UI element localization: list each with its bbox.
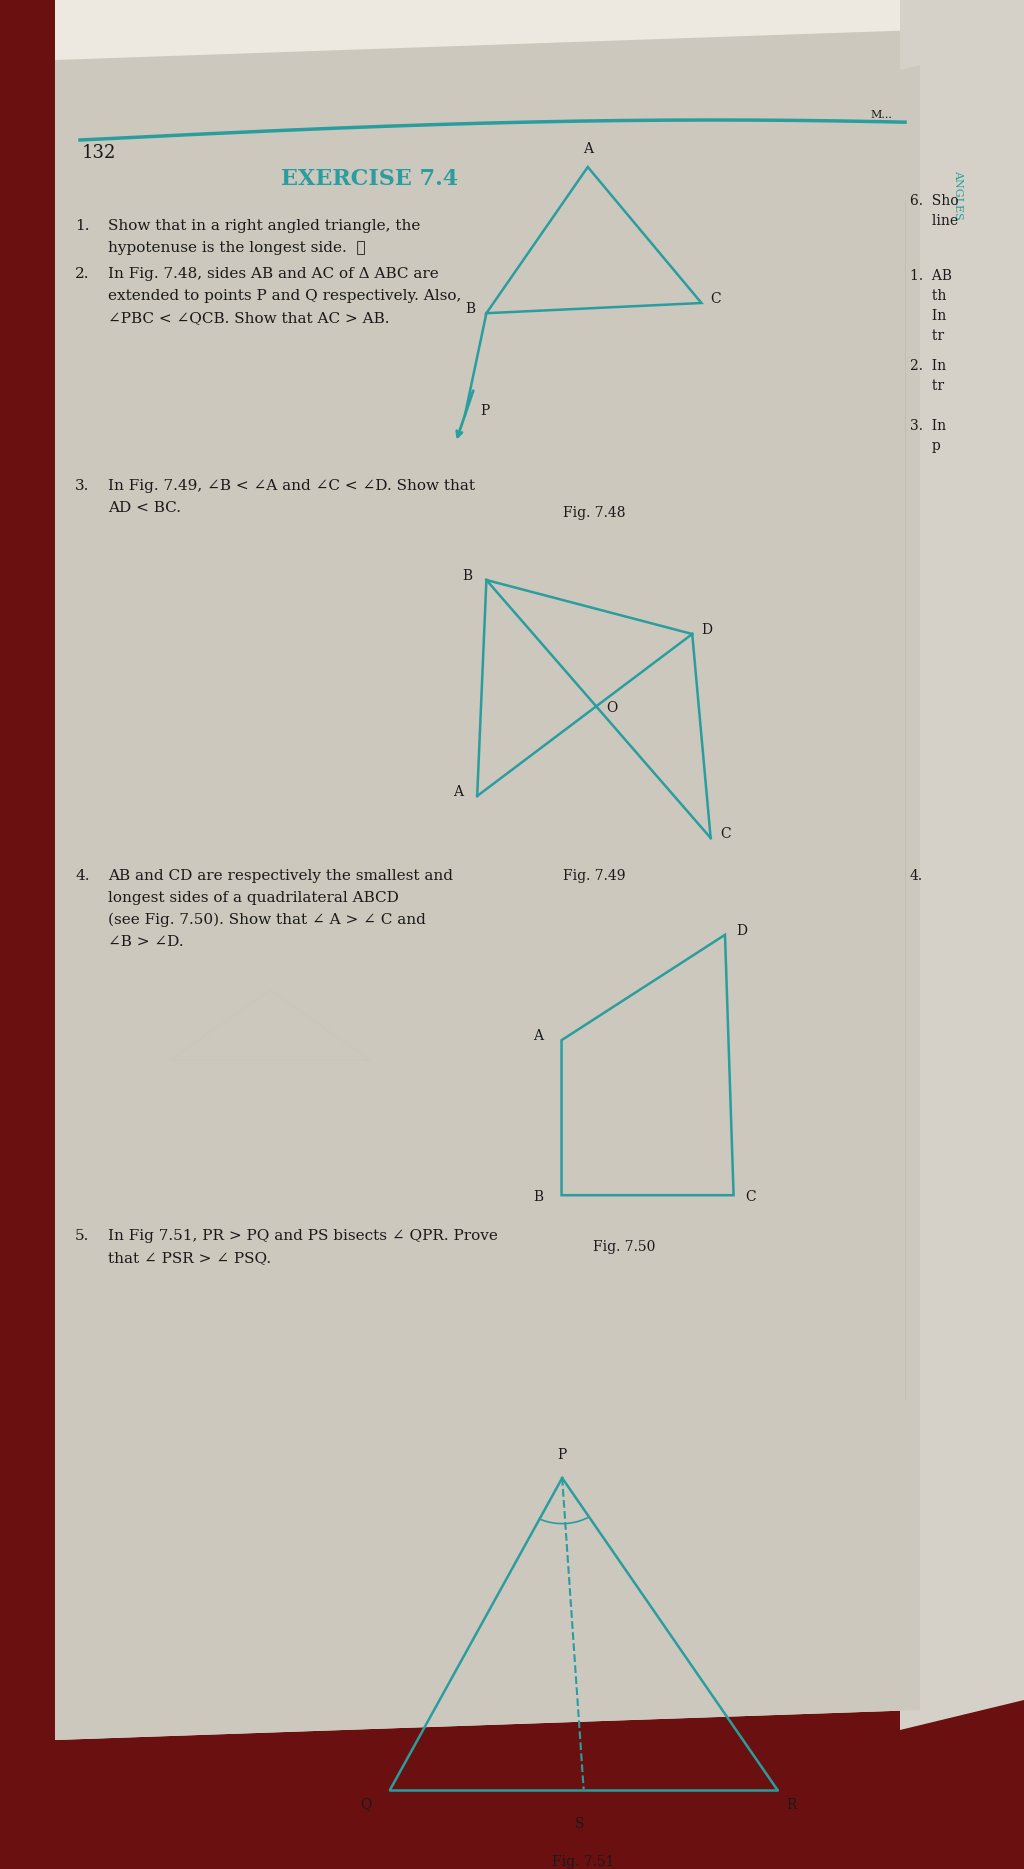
Text: O: O (606, 701, 617, 716)
Text: P: P (480, 404, 489, 419)
Text: Fig. 7.48: Fig. 7.48 (562, 506, 626, 520)
Text: A: A (583, 142, 593, 157)
Text: In Fig 7.51, PR > PQ and PS bisects ∠ QPR. Prove: In Fig 7.51, PR > PQ and PS bisects ∠ QP… (108, 1230, 498, 1243)
Text: ∠PBC < ∠QCB. Show that AC > AB.: ∠PBC < ∠QCB. Show that AC > AB. (108, 310, 389, 325)
Text: tr: tr (910, 329, 944, 344)
Text: D: D (736, 923, 748, 938)
Polygon shape (55, 0, 920, 60)
Text: AB and CD are respectively the smallest and: AB and CD are respectively the smallest … (108, 869, 453, 882)
Text: B: B (462, 568, 472, 583)
Text: 1.  AB: 1. AB (910, 269, 952, 282)
Text: 2.: 2. (75, 267, 89, 280)
Text: Fig. 7.49: Fig. 7.49 (562, 869, 626, 882)
Text: R: R (785, 1798, 797, 1811)
Polygon shape (55, 0, 920, 1740)
Polygon shape (900, 0, 1024, 69)
Text: 132: 132 (82, 144, 117, 163)
Text: In Fig. 7.49, ∠B < ∠A and ∠C < ∠D. Show that: In Fig. 7.49, ∠B < ∠A and ∠C < ∠D. Show … (108, 478, 475, 493)
Text: B: B (532, 1191, 543, 1204)
Text: 5.: 5. (75, 1230, 89, 1243)
Text: that ∠ PSR > ∠ PSQ.: that ∠ PSR > ∠ PSQ. (108, 1250, 271, 1265)
Text: B: B (465, 303, 475, 316)
Text: p: p (910, 439, 941, 452)
Text: P: P (557, 1448, 567, 1462)
Text: In: In (910, 308, 946, 323)
Text: AD < BC.: AD < BC. (108, 501, 181, 516)
Text: longest sides of a quadrilateral ABCD: longest sides of a quadrilateral ABCD (108, 892, 399, 905)
Text: ∠B > ∠D.: ∠B > ∠D. (108, 934, 183, 949)
Text: 2.  In: 2. In (910, 359, 946, 374)
Text: hypotenuse is the longest side.  ★: hypotenuse is the longest side. ★ (108, 241, 366, 254)
Text: D: D (701, 622, 713, 637)
Text: EXERCISE 7.4: EXERCISE 7.4 (282, 168, 459, 191)
Text: 4.: 4. (910, 869, 923, 882)
Text: tr: tr (910, 379, 944, 392)
Text: ANGLES: ANGLES (953, 170, 963, 221)
Text: line: line (910, 213, 958, 228)
Text: C: C (720, 826, 730, 841)
Text: extended to points P and Q respectively. Also,: extended to points P and Q respectively.… (108, 290, 462, 303)
Text: Show that in a right angled triangle, the: Show that in a right angled triangle, th… (108, 219, 421, 234)
Text: 3.: 3. (75, 478, 89, 493)
Text: C: C (745, 1191, 756, 1204)
Text: 3.  In: 3. In (910, 419, 946, 434)
Text: Fig. 7.51: Fig. 7.51 (552, 1854, 615, 1869)
Text: 6.  Sho: 6. Sho (910, 194, 958, 207)
Text: 1.: 1. (75, 219, 89, 234)
Polygon shape (900, 0, 1024, 1731)
Text: (see Fig. 7.50). Show that ∠ A > ∠ C and: (see Fig. 7.50). Show that ∠ A > ∠ C and (108, 912, 426, 927)
Polygon shape (55, 0, 920, 1740)
Text: Q: Q (360, 1798, 372, 1811)
Text: Fig. 7.50: Fig. 7.50 (594, 1239, 655, 1254)
Text: A: A (532, 1030, 543, 1043)
Text: M...: M... (870, 110, 892, 120)
Text: C: C (711, 292, 721, 307)
Text: S: S (575, 1817, 585, 1830)
Text: In Fig. 7.48, sides AB and AC of Δ ABC are: In Fig. 7.48, sides AB and AC of Δ ABC a… (108, 267, 438, 280)
Text: 4.: 4. (75, 869, 89, 882)
Polygon shape (0, 1749, 1024, 1869)
Text: th: th (910, 290, 946, 303)
Text: A: A (453, 785, 463, 800)
